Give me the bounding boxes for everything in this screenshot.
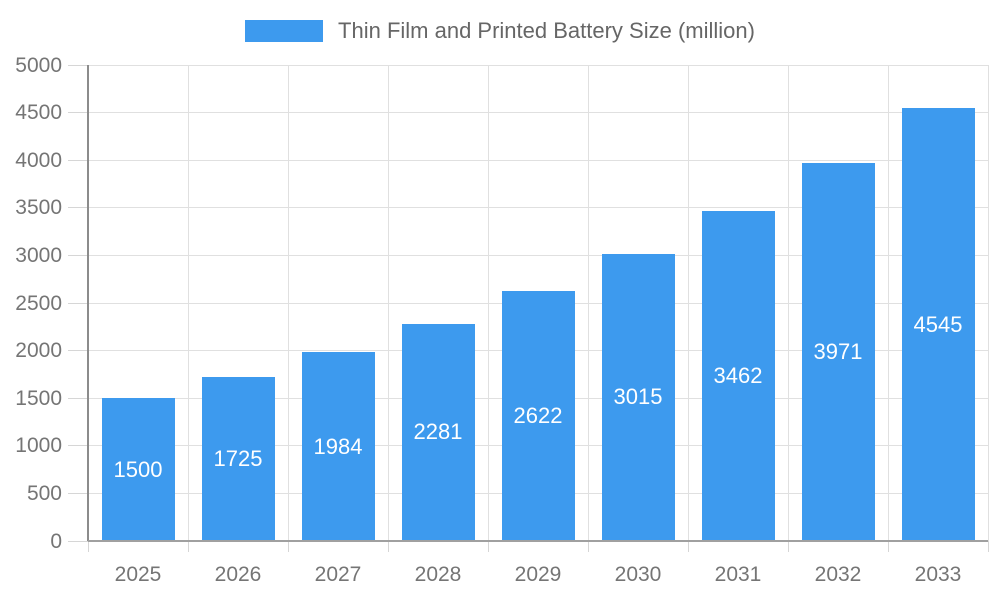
gridline-vertical xyxy=(687,65,689,541)
legend-swatch[interactable] xyxy=(245,20,324,42)
bar-2027[interactable] xyxy=(301,352,375,541)
gridline-horizontal xyxy=(88,254,988,256)
x-tick-label-2032: 2032 xyxy=(814,563,862,586)
y-axis-line xyxy=(87,65,89,541)
x-tick-label-2025: 2025 xyxy=(114,563,162,586)
y-tick-label: 2000 xyxy=(15,339,62,363)
y-axis-tick xyxy=(68,445,88,447)
y-tick-label: 3000 xyxy=(15,243,62,267)
gridline-horizontal xyxy=(88,112,988,114)
x-tick-label-2033: 2033 xyxy=(914,563,962,586)
bar-2025[interactable] xyxy=(101,398,175,541)
x-axis-tick xyxy=(487,541,489,552)
x-axis-tick xyxy=(787,541,789,552)
x-axis-line xyxy=(88,540,988,542)
y-axis-tick xyxy=(68,64,88,66)
y-tick-label: 1000 xyxy=(15,434,62,458)
y-tick-label: 5000 xyxy=(15,53,62,77)
bar-2028[interactable] xyxy=(401,323,475,541)
legend-label: Thin Film and Printed Battery Size (mill… xyxy=(338,18,755,43)
bar-2031[interactable] xyxy=(701,211,775,541)
y-tick-label: 4000 xyxy=(15,148,62,172)
x-axis-tick xyxy=(187,541,189,552)
x-axis-tick xyxy=(587,541,589,552)
gridline-vertical xyxy=(287,65,289,541)
y-axis-tick xyxy=(68,350,88,352)
gridline-horizontal xyxy=(88,159,988,161)
y-axis-tick xyxy=(68,254,88,256)
legend-item[interactable]: Thin Film and Printed Battery Size (mill… xyxy=(0,18,1000,44)
bar-2030[interactable] xyxy=(601,253,675,541)
y-tick-label: 1500 xyxy=(15,386,62,410)
bar-2026[interactable] xyxy=(201,376,275,541)
y-axis-tick xyxy=(68,159,88,161)
y-tick-label: 2500 xyxy=(15,291,62,315)
x-axis-tick xyxy=(87,541,89,552)
gridline-horizontal xyxy=(88,64,988,66)
x-axis-tick xyxy=(987,541,989,552)
gridline-vertical xyxy=(987,65,989,541)
gridline-vertical xyxy=(587,65,589,541)
gridline-vertical xyxy=(187,65,189,541)
gridline-vertical xyxy=(787,65,789,541)
x-tick-label-2030: 2030 xyxy=(614,563,662,586)
y-tick-label: 500 xyxy=(26,481,62,505)
y-tick-label: 4500 xyxy=(15,101,62,125)
y-tick-label: 0 xyxy=(50,529,62,553)
x-axis-tick xyxy=(287,541,289,552)
x-tick-label-2027: 2027 xyxy=(314,563,362,586)
y-axis-tick xyxy=(68,540,88,542)
gridline-vertical xyxy=(487,65,489,541)
gridline-horizontal xyxy=(88,207,988,209)
y-axis-tick xyxy=(68,492,88,494)
x-axis-tick xyxy=(687,541,689,552)
gridline-vertical xyxy=(887,65,889,541)
gridline-vertical xyxy=(387,65,389,541)
x-axis-tick xyxy=(387,541,389,552)
x-tick-label-2031: 2031 xyxy=(714,563,762,586)
x-tick-label-2026: 2026 xyxy=(214,563,262,586)
y-axis-tick xyxy=(68,112,88,114)
y-axis-tick xyxy=(68,207,88,209)
x-tick-label-2029: 2029 xyxy=(514,563,562,586)
y-axis-tick xyxy=(68,397,88,399)
bar-2032[interactable] xyxy=(801,162,875,541)
x-axis-tick xyxy=(887,541,889,552)
x-tick-label-2028: 2028 xyxy=(414,563,462,586)
bar-2033[interactable] xyxy=(901,108,975,541)
y-tick-label: 3500 xyxy=(15,196,62,220)
y-axis-tick xyxy=(68,302,88,304)
bar-2029[interactable] xyxy=(501,291,575,541)
